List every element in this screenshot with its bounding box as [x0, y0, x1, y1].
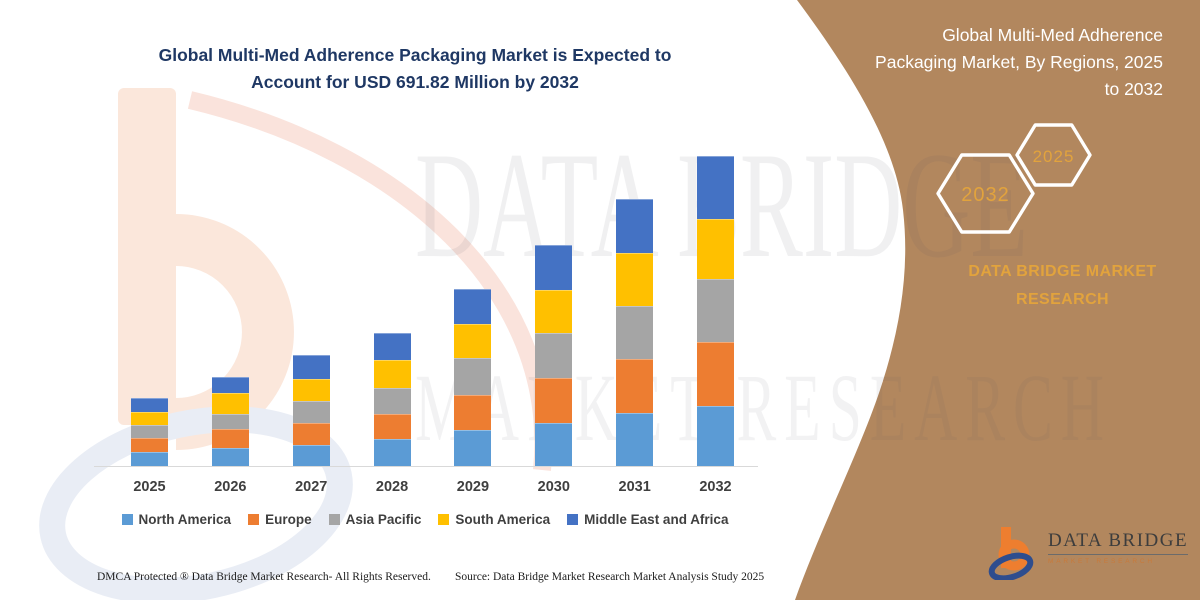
segment-south-america: [131, 411, 168, 426]
chart-title: Global Multi-Med Adherence Packaging Mar…: [105, 42, 725, 96]
segment-middle-east-and-africa: [696, 156, 734, 219]
segment-north-america: [696, 405, 734, 466]
segment-middle-east-and-africa: [616, 199, 654, 253]
segment-south-america: [373, 360, 411, 388]
legend-swatch: [121, 514, 133, 525]
bar-2028: [373, 332, 411, 466]
segment-asia-pacific: [292, 401, 330, 424]
side-panel-title-line2: Packaging Market, By Regions, 2025: [875, 52, 1163, 72]
segment-asia-pacific: [535, 332, 573, 378]
legend-swatch: [438, 514, 450, 525]
dmca-notice: DMCA Protected ® Data Bridge Market Rese…: [97, 571, 431, 583]
segment-south-america: [454, 323, 492, 359]
segment-asia-pacific: [616, 306, 654, 360]
segment-asia-pacific: [373, 387, 411, 414]
legend-swatch: [328, 514, 340, 525]
segment-north-america: [373, 439, 411, 466]
legend-label: North America: [138, 512, 232, 527]
legend-swatch: [248, 514, 260, 525]
segment-asia-pacific: [211, 413, 249, 429]
bar-2025: [131, 398, 168, 466]
segment-north-america: [131, 452, 168, 466]
segment-south-america: [211, 392, 249, 414]
x-axis-label-2027: 2027: [295, 479, 328, 495]
databridge-logo-text: DATA BRIDGE MARKET RESEARCH: [1048, 524, 1189, 565]
chart-legend: North America Europe Asia Pacific South Ame…: [95, 512, 755, 527]
x-axis-label-2032: 2032: [699, 479, 732, 495]
hexagon-2025-label: 2025: [1033, 147, 1075, 166]
x-axis-label-2026: 2026: [214, 479, 247, 495]
segment-south-america: [292, 378, 330, 402]
brand-text: DATA BRIDGE MARKET RESEARCH: [945, 258, 1180, 314]
legend-item-europe: Europe: [248, 512, 312, 527]
bar-2030: [535, 244, 573, 466]
segment-europe: [454, 394, 492, 431]
hexagon-2032-label: 2032: [961, 184, 1010, 206]
bar-2032: [696, 156, 734, 466]
legend-label: Middle East and Africa: [584, 512, 729, 527]
bar-2031: [616, 199, 654, 466]
bar-2027: [292, 355, 330, 466]
hexagon-2025: [1015, 123, 1092, 187]
segment-middle-east-and-africa: [211, 376, 249, 393]
x-axis-label-2029: 2029: [456, 479, 490, 495]
segment-middle-east-and-africa: [292, 355, 330, 379]
legend-swatch: [567, 514, 579, 525]
segment-north-america: [535, 422, 573, 466]
segment-europe: [616, 359, 654, 413]
segment-middle-east-and-africa: [373, 332, 411, 361]
year-hexagons: 2032 2025: [936, 123, 1092, 234]
segment-europe: [535, 377, 573, 423]
x-axis-label-2028: 2028: [375, 479, 409, 495]
legend-label: South America: [455, 512, 551, 527]
source-note: Source: Data Bridge Market Research Mark…: [455, 571, 765, 583]
legend-item-asia-pacific: Asia Pacific: [328, 512, 422, 527]
segment-south-america: [616, 252, 654, 307]
segment-north-america: [454, 430, 492, 466]
bar-2029: [454, 289, 492, 466]
segment-europe: [292, 423, 330, 445]
segment-south-america: [696, 218, 734, 280]
legend-item-middle-east-and-africa: Middle East and Africa: [567, 512, 728, 527]
segment-middle-east-and-africa: [131, 398, 168, 412]
segment-north-america: [292, 444, 330, 466]
segment-north-america: [616, 412, 654, 466]
brand-text-line1: DATA BRIDGE MARKET: [968, 263, 1157, 280]
segment-south-america: [535, 289, 573, 333]
segment-middle-east-and-africa: [535, 244, 573, 290]
chart-title-line2: Account for USD 691.82 Million by 2032: [251, 72, 579, 92]
segment-asia-pacific: [454, 358, 492, 395]
hexagon-2032: [936, 153, 1035, 234]
legend-label: Asia Pacific: [345, 512, 422, 527]
segment-europe: [696, 342, 734, 406]
x-axis-label-2025: 2025: [133, 479, 166, 495]
logo-tagline: MARKET RESEARCH: [1048, 558, 1155, 565]
legend-item-south-america: South America: [438, 512, 550, 527]
x-axis-line: [94, 466, 758, 467]
side-panel-title-line3: to 2032: [1104, 79, 1163, 99]
segment-north-america: [211, 447, 249, 466]
x-axis-label-2031: 2031: [618, 479, 651, 495]
logo-divider: [1048, 554, 1189, 555]
segment-asia-pacific: [131, 425, 168, 438]
segment-europe: [131, 437, 168, 453]
side-panel-title: Global Multi-Med Adherence Packaging Mar…: [823, 22, 1163, 103]
databridge-logo: DATA BRIDGE MARKET RESEARCH: [986, 524, 1189, 580]
segment-asia-pacific: [696, 279, 734, 343]
side-panel-title-line1: Global Multi-Med Adherence: [942, 25, 1163, 45]
legend-item-north-america: North America: [121, 512, 232, 527]
x-axis-label-2030: 2030: [537, 479, 570, 495]
legend-label: Europe: [265, 512, 312, 527]
logo-name: DATA BRIDGE: [1048, 530, 1189, 551]
bar-2026: [211, 376, 249, 466]
segment-europe: [373, 413, 411, 440]
segment-middle-east-and-africa: [454, 289, 492, 324]
brand-text-line2: RESEARCH: [1016, 291, 1109, 308]
databridge-logo-icon: [988, 527, 1034, 580]
segment-europe: [211, 428, 249, 448]
chart-title-line1: Global Multi-Med Adherence Packaging Mar…: [158, 45, 672, 65]
